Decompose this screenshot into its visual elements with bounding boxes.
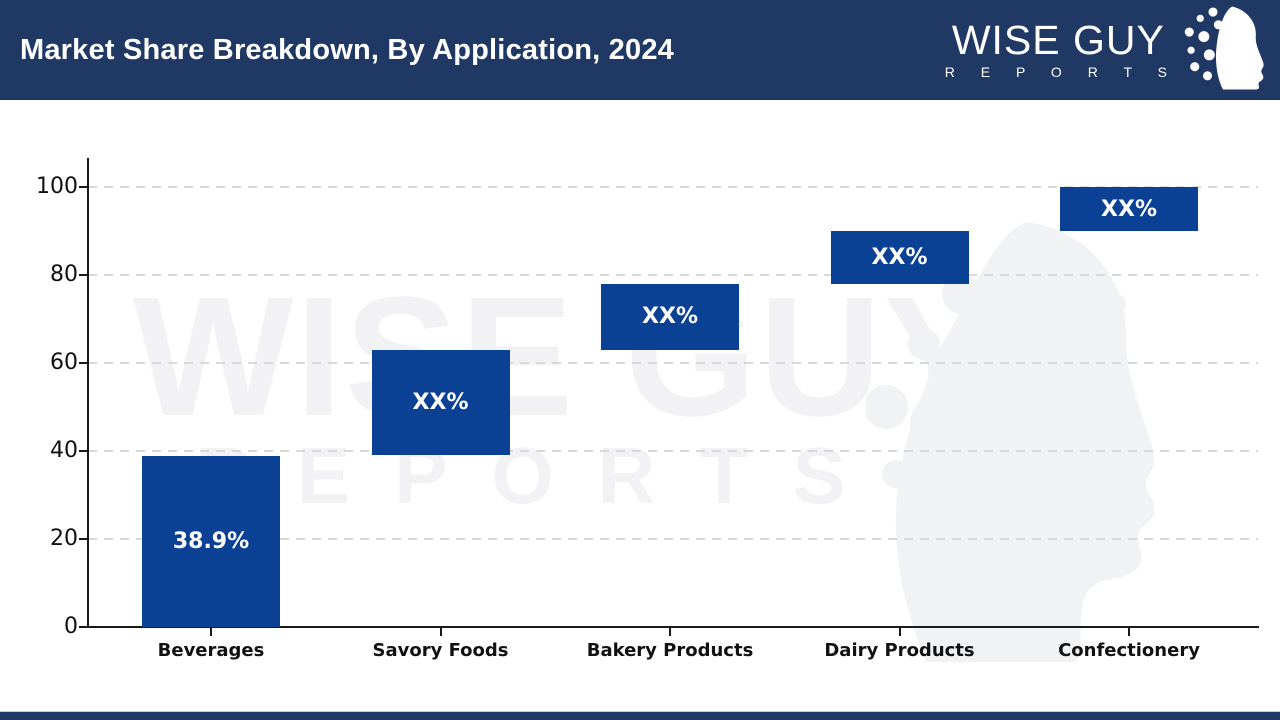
footer-divider: [0, 711, 1280, 712]
gridline-20: [88, 538, 1258, 540]
x-axis-tick: [1128, 628, 1130, 636]
brand-subtitle: R E P O R T S: [944, 64, 1178, 80]
bar-segment: [142, 455, 280, 627]
y-axis-tick: [79, 186, 87, 188]
x-category-label: Dairy Products: [824, 640, 975, 661]
page-title: Market Share Breakdown, By Application, …: [20, 33, 674, 66]
x-axis-tick: [898, 628, 901, 636]
gridline-60: [88, 362, 1258, 364]
watermark-reports-text: REPORTS: [195, 431, 890, 520]
x-category-label: Beverages: [157, 640, 265, 661]
gridline-40: [88, 450, 1258, 452]
bar-value-label: XX%: [1101, 196, 1157, 222]
x-axis-tick: [669, 628, 671, 636]
y-axis-tick: [79, 274, 87, 276]
gridline-80: [88, 274, 1258, 276]
y-axis-tick: [79, 362, 87, 364]
x-axis-line: [87, 626, 1259, 628]
y-axis-line: [87, 158, 89, 628]
y-tick-label: 20: [50, 526, 78, 551]
y-axis-tick: [79, 538, 87, 540]
y-axis-tick: [79, 626, 87, 628]
y-tick-label: 100: [36, 174, 78, 199]
bar-segment: [830, 231, 969, 284]
brand-face-icon: [1182, 4, 1264, 96]
bar-segment: [371, 349, 510, 456]
watermark-face-icon: [864, 222, 1176, 666]
x-axis-tick: [210, 628, 212, 636]
bar-value-label: XX%: [412, 390, 469, 416]
y-tick-label: 0: [64, 614, 78, 639]
y-tick-label: 80: [50, 262, 78, 287]
bar-segment: [601, 283, 739, 350]
bar-value-label: XX%: [642, 304, 698, 330]
brand-logo-text: WISE GUY R E P O R T S: [939, 17, 1178, 81]
header: Market Share Breakdown, By Application, …: [0, 0, 1280, 100]
bar-value-label: 38.9%: [172, 528, 250, 554]
brand-logo: WISE GUY R E P O R T S: [939, 4, 1264, 96]
y-axis-tick: [79, 450, 87, 452]
y-tick-label: 40: [50, 438, 78, 463]
watermark-wiseguy-text: WISE GUY: [133, 262, 1000, 452]
y-tick-label: 60: [50, 350, 78, 375]
x-category-label: Confectionery: [1058, 640, 1200, 661]
x-category-label: Bakery Products: [586, 640, 754, 661]
bar-value-label: XX%: [871, 244, 928, 270]
x-category-label: Savory Foods: [372, 640, 509, 661]
gridline-100: [88, 186, 1258, 188]
bar-segment: [1060, 187, 1198, 231]
footer-bar: [0, 712, 1280, 720]
x-axis-tick: [439, 628, 442, 636]
brand-name: WISE GUY: [951, 17, 1165, 63]
